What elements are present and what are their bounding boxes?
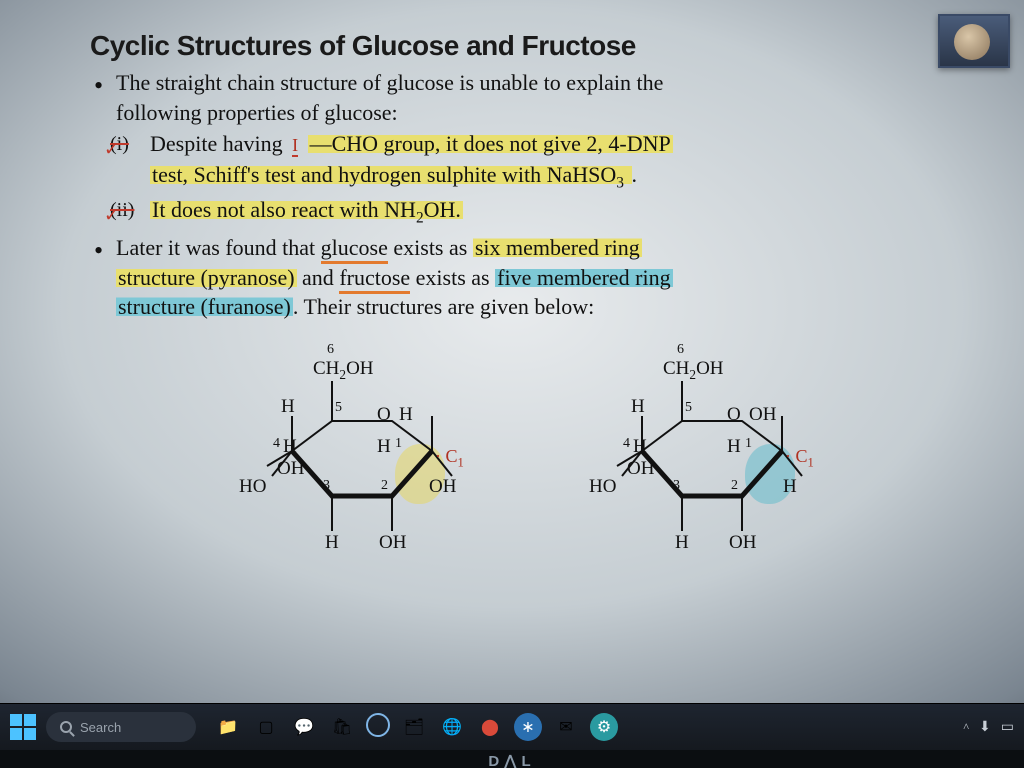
ch2oh: CH2OH	[313, 358, 374, 383]
search-placeholder: Search	[80, 720, 121, 735]
H-c4: H	[633, 436, 647, 458]
H-anomeric-ax: H	[399, 404, 413, 426]
ring-O: O	[377, 404, 391, 426]
roman-ii: ✓ (ii)	[110, 197, 134, 225]
laptop-brand: D⋀L	[488, 752, 535, 768]
fructose-underline: fructose	[339, 265, 410, 294]
OH-c4: OH	[627, 458, 654, 480]
sub-point-i: ✓ (i) Despite having I —CHO group, it do…	[90, 129, 964, 193]
ch2oh: CH2OH	[663, 358, 724, 383]
pos-4: 4	[273, 436, 280, 452]
search-icon	[60, 721, 72, 733]
taskbar-app-box[interactable]: ▢	[252, 713, 280, 741]
alpha-glucose-structure: 6 CH2OH H 5 O H 4 H OH H 1 HO 3 2 OH H O…	[237, 336, 467, 586]
pos-3: 3	[323, 478, 330, 494]
H-c5-ax: H	[631, 396, 645, 418]
pos-3: 3	[673, 478, 680, 494]
tick-icon: ✓	[104, 137, 119, 162]
pos-5: 5	[335, 400, 342, 416]
tray-battery-icon[interactable]: ▭	[1001, 719, 1014, 736]
OH-c1: OH	[429, 476, 456, 498]
H-c3: H	[325, 532, 339, 554]
sub-ii-highlight: It does not also react with NH2OH.	[150, 197, 463, 222]
taskbar-app-settings[interactable]: ⚙	[590, 713, 618, 741]
furanose-highlight: structure (furanose)	[116, 294, 293, 319]
taskbar[interactable]: Search 📁 ▢ 💬 🛍 🗂 🌐 ⬤ ∗ ✉ ⚙ ^ ⬇ ▭	[0, 704, 1024, 750]
taskbar-app-folder[interactable]: 📁	[214, 713, 242, 741]
period: .	[632, 162, 638, 187]
taskbar-app-explorer[interactable]: 🗂	[400, 713, 428, 741]
glucose-underline: glucose	[321, 235, 388, 264]
OH-c2: OH	[379, 532, 406, 554]
beta-glucose-structure: 6 CH2OH H 5 O OH 4 H OH H 1 HO 3 2 H H O…	[587, 336, 817, 586]
c1-annotation: · C1	[785, 446, 814, 471]
pos-4: 4	[623, 436, 630, 452]
five-ring-highlight: five membered ring	[495, 265, 673, 290]
taskbar-app-circle[interactable]	[366, 713, 390, 737]
H-c1: H	[727, 436, 741, 458]
taskbar-app-edge[interactable]: 🌐	[438, 713, 466, 741]
pos-1: 1	[395, 436, 402, 452]
H-c5-ax: H	[281, 396, 295, 418]
H-c3: H	[675, 532, 689, 554]
taskbar-app-teams[interactable]: 💬	[290, 713, 318, 741]
bullet-1: The straight chain structure of glucose …	[90, 68, 964, 127]
H-c4: H	[283, 436, 297, 458]
taskbar-app-store[interactable]: 🛍	[328, 713, 356, 741]
pyranose-highlight: structure (pyranose)	[116, 265, 297, 290]
system-tray[interactable]: ^ ⬇ ▭	[963, 719, 1014, 736]
H-c1: H	[377, 436, 391, 458]
taskbar-app-bluetooth[interactable]: ∗	[514, 713, 542, 741]
pos-6: 6	[677, 342, 684, 358]
OH-anomeric-ax: OH	[749, 404, 776, 426]
molecular-structures: 6 CH2OH H 5 O H 4 H OH H 1 HO 3 2 OH H O…	[90, 336, 964, 586]
pos-2: 2	[381, 478, 388, 494]
roman-i: ✓ (i)	[110, 131, 129, 159]
taskbar-app-mail[interactable]: ✉	[552, 713, 580, 741]
heading: Cyclic Structures of Glucose and Fructos…	[90, 30, 964, 62]
pos-5: 5	[685, 400, 692, 416]
bullet-2: Later it was found that glucose exists a…	[90, 233, 964, 322]
OH-c4: OH	[277, 458, 304, 480]
H-c1-eq: H	[783, 476, 797, 498]
six-ring-highlight: six membered ring	[473, 235, 642, 260]
sub-point-ii: ✓ (ii) It does not also react with NH2OH…	[90, 195, 964, 229]
c1-annotation: · C1	[435, 446, 464, 471]
pos-1: 1	[745, 436, 752, 452]
handwritten-I: I	[292, 135, 298, 157]
pos-2: 2	[731, 478, 738, 494]
sub-i-text-a: Despite having	[150, 131, 283, 156]
document-page: Cyclic Structures of Glucose and Fructos…	[70, 20, 984, 596]
sub-i-highlight-1: —CHO group, it does not give 2, 4-DNP	[308, 131, 673, 156]
OH-c2: OH	[729, 532, 756, 554]
tick-icon: ✓	[104, 203, 119, 228]
bullet-1-line-b: following properties of glucose:	[116, 100, 398, 125]
tray-chevron-icon[interactable]: ^	[963, 720, 969, 735]
search-box[interactable]: Search	[46, 712, 196, 742]
HO-c3: HO	[589, 476, 616, 498]
start-button[interactable]	[10, 714, 36, 740]
HO-c3: HO	[239, 476, 266, 498]
tray-download-icon[interactable]: ⬇	[979, 719, 991, 736]
bullet-1-line-a: The straight chain structure of glucose …	[116, 70, 663, 95]
pos-6: 6	[327, 342, 334, 358]
taskbar-app-chrome[interactable]: ⬤	[476, 713, 504, 741]
taskbar-apps: 📁 ▢ 💬 🛍 🗂 🌐 ⬤ ∗ ✉ ⚙	[214, 713, 618, 741]
ring-O: O	[727, 404, 741, 426]
sub-i-highlight-2: test, Schiff's test and hydrogen sulphit…	[150, 162, 632, 187]
